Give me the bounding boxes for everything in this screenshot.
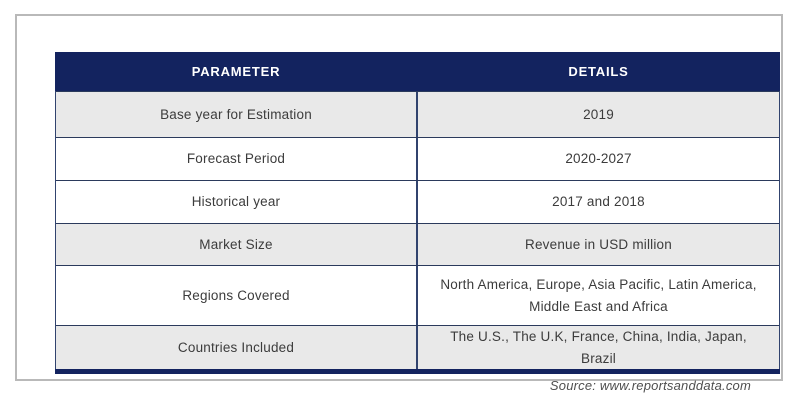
parameter-cell: Countries Included [56, 326, 418, 369]
report-parameters-table: PARAMETER DETAILS Base year for Estimati… [55, 52, 780, 374]
details-cell: 2019 [583, 106, 614, 122]
table-row: Regions Covered North America, Europe, A… [56, 265, 779, 325]
header-cell-parameter: PARAMETER [191, 63, 281, 79]
details-cell: North America, Europe, Asia Pacific, Lat… [440, 276, 757, 314]
parameter-cell: Regions Covered [56, 266, 418, 325]
parameter-cell: Historical year [56, 181, 418, 223]
source-attribution: Source: www.reportsanddata.com [549, 378, 751, 393]
page-frame: PARAMETER DETAILS Base year for Estimati… [15, 14, 783, 393]
table-row: Countries Included The U.S., The U.K, Fr… [56, 325, 779, 369]
table-row: Base year for Estimation 2019 [56, 91, 779, 137]
parameter-cell: Forecast Period [56, 138, 418, 180]
details-cell: 2017 and 2018 [552, 194, 645, 209]
table-row: Market Size Revenue in USD million [56, 223, 779, 265]
details-cell: The U.S., The U.K, France, China, India,… [450, 328, 747, 366]
table-body: Base year for Estimation 2019 Forecast P… [55, 91, 780, 369]
details-cell: Revenue in USD million [525, 236, 672, 252]
header-cell-details: DETAILS [568, 63, 629, 79]
details-cell: 2020-2027 [565, 151, 632, 166]
parameter-cell: Base year for Estimation [56, 92, 418, 137]
table-header-row: PARAMETER DETAILS [55, 52, 780, 91]
parameter-cell: Market Size [56, 224, 418, 265]
table-row: Historical year 2017 and 2018 [56, 180, 779, 223]
table-row: Forecast Period 2020-2027 [56, 137, 779, 180]
